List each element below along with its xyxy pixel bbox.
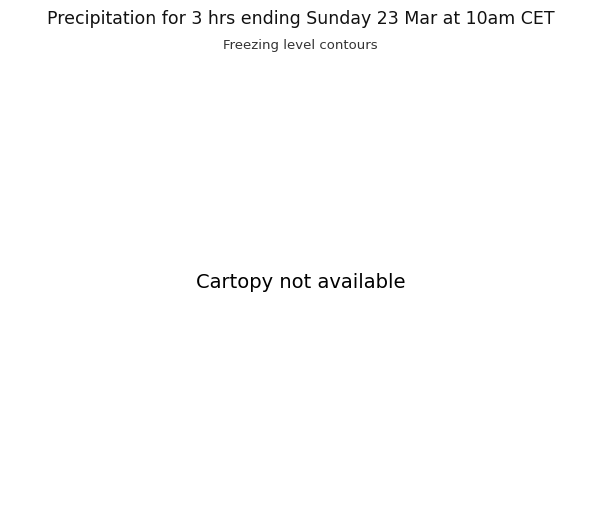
- Text: Freezing level contours: Freezing level contours: [223, 39, 378, 52]
- Text: Precipitation for 3 hrs ending Sunday 23 Mar at 10am CET: Precipitation for 3 hrs ending Sunday 23…: [47, 10, 554, 28]
- Text: Cartopy not available: Cartopy not available: [196, 272, 405, 291]
